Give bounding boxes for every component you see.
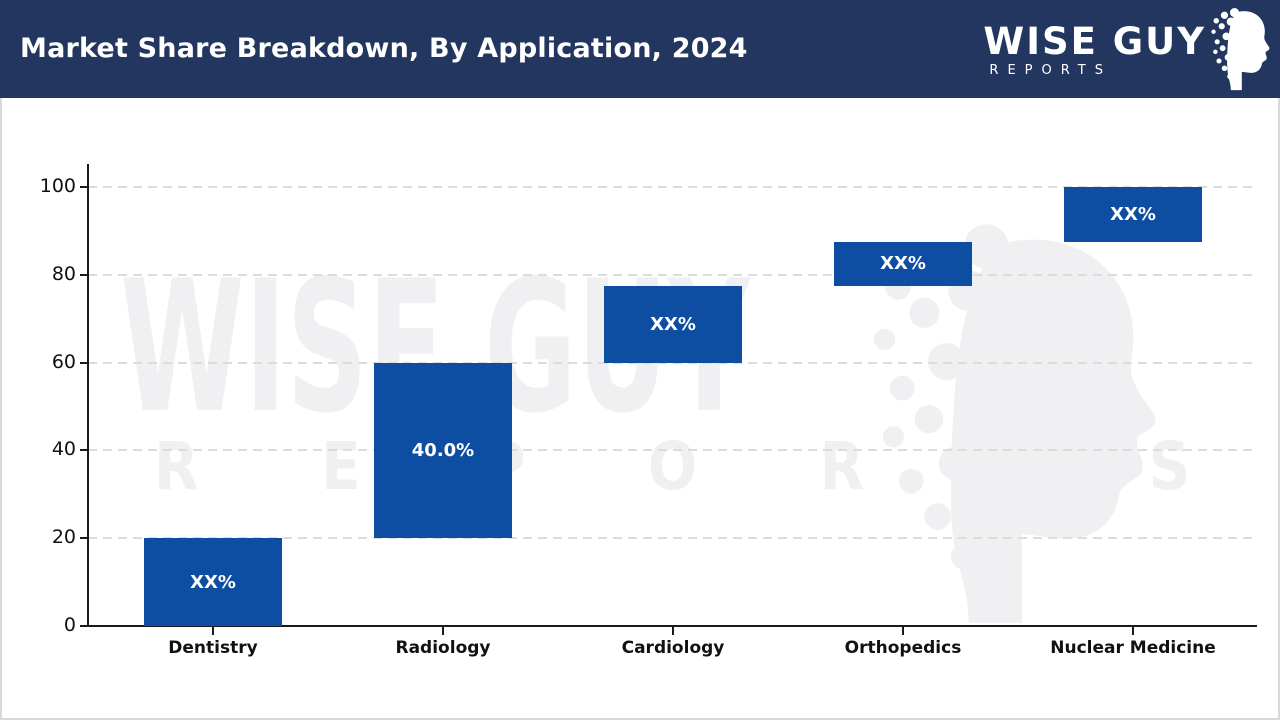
x-axis-label-cardiology: Cardiology [621, 638, 725, 658]
logo-head-icon [1211, 8, 1270, 91]
x-axis-line [87, 625, 1257, 627]
x-axis-label-orthopedics: Orthopedics [844, 638, 962, 658]
bar-value-label-dentistry: XX% [190, 571, 236, 593]
y-tick-label-80: 80 [51, 262, 76, 285]
x-axis-label-dentistry: Dentistry [168, 638, 258, 658]
bar-value-label-orthopedics: XX% [880, 253, 926, 275]
y-axis-line [87, 164, 89, 627]
logo-wordmark-sub: REPORTS [989, 63, 1113, 78]
bar-value-label-radiology: 40.0% [411, 439, 475, 461]
y-tick-label-100: 100 [39, 175, 76, 197]
y-tick-label-0: 0 [63, 614, 76, 636]
y-tick-mark-100 [80, 186, 88, 188]
gridline-40 [88, 449, 1255, 452]
gridline-20 [88, 537, 1255, 540]
watermark-wordmark-sub: R E P O R T S [154, 428, 1242, 505]
x-tick-mark-radiology [442, 627, 444, 635]
y-tick-label-60: 60 [51, 350, 76, 373]
bar-orthopedics: XX% [834, 241, 972, 286]
y-tick-mark-80 [80, 273, 88, 276]
x-tick-mark-orthopedics [902, 627, 904, 635]
y-tick-mark-60 [80, 361, 88, 364]
x-tick-mark-nuclear-medicine [1132, 627, 1134, 635]
chart-title: Market Share Breakdown, By Application, … [20, 33, 748, 64]
y-tick-label-20: 20 [51, 526, 76, 549]
gridline-100 [88, 186, 1255, 188]
logo-wordmark: WISE GUY [983, 20, 1206, 63]
bar-nuclear-medicine: XX% [1064, 187, 1202, 242]
gridline-60 [88, 361, 1255, 364]
chart-canvas: WISE GUY R E P O R T S [0, 98, 1280, 720]
bar-value-label-cardiology: XX% [650, 313, 696, 335]
header: Market Share Breakdown, By Application, … [0, 0, 1280, 98]
y-tick-mark-40 [80, 449, 88, 452]
x-axis-label-nuclear-medicine: Nuclear Medicine [1050, 638, 1216, 658]
y-tick-mark-0 [80, 625, 88, 627]
bar-dentistry: XX% [144, 538, 282, 626]
wise-guy-logo: WISE GUY REPORTS [983, 6, 1272, 94]
x-tick-mark-dentistry [212, 627, 214, 635]
logo-text: WISE GUY REPORTS [983, 23, 1206, 77]
y-tick-mark-20 [80, 537, 88, 540]
y-tick-label-40: 40 [51, 438, 76, 461]
x-axis-label-radiology: Radiology [395, 638, 491, 658]
bar-value-label-nuclear-medicine: XX% [1110, 203, 1156, 225]
bar-radiology: 40.0% [374, 362, 512, 539]
bar-cardiology: XX% [604, 285, 742, 363]
gridline-80 [88, 273, 1255, 276]
x-tick-mark-cardiology [672, 627, 674, 635]
